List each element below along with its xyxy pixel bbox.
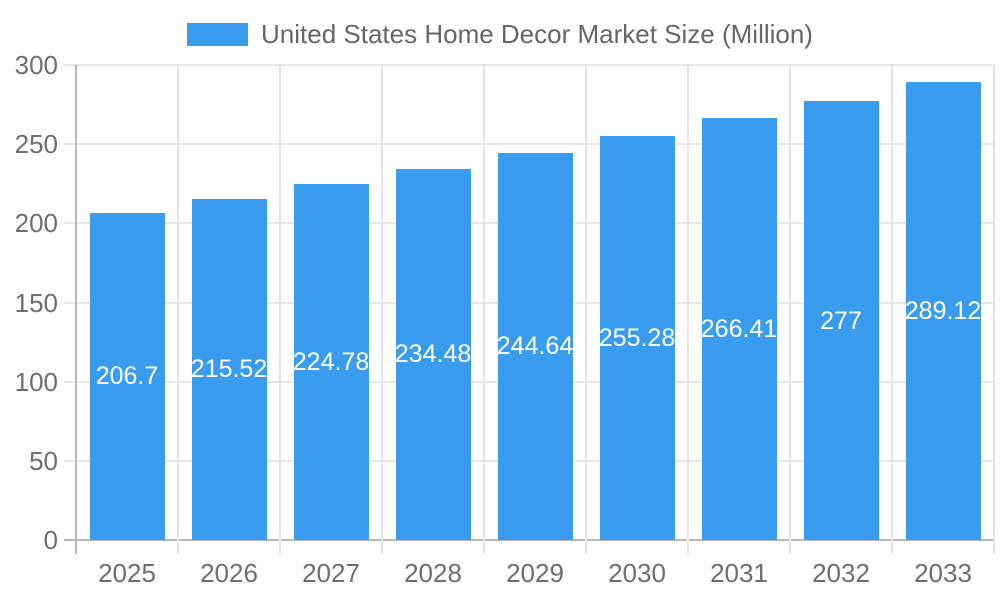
legend-item[interactable]: United States Home Decor Market Size (Mi… [0, 20, 1000, 48]
bar-2026[interactable]: 215.52 [190, 198, 268, 540]
bar-2029[interactable]: 244.64 [496, 152, 574, 540]
y-tick-label: 300 [14, 50, 58, 80]
legend-color-swatch [187, 22, 249, 46]
x-tick-label: 2032 [812, 558, 870, 588]
bar-value-label: 289.12 [904, 297, 982, 326]
gridline-v [993, 65, 995, 554]
bar-value-label: 266.41 [700, 315, 778, 344]
bar-2027[interactable]: 224.78 [292, 184, 370, 540]
x-axis-zero-line [64, 539, 994, 541]
bar-2031[interactable]: 266.41 [700, 118, 778, 540]
gridline-v [687, 65, 689, 554]
gridline-v [891, 65, 893, 554]
y-tick-label: 200 [14, 208, 58, 239]
x-tick-label: 2031 [710, 558, 768, 588]
bar-value-label: 234.48 [394, 340, 472, 369]
y-tick-label: 50 [29, 445, 58, 476]
bar-2028[interactable]: 234.48 [394, 168, 472, 540]
x-tick-label: 2027 [302, 558, 360, 588]
gridline-h [64, 64, 994, 66]
y-axis-zero-line [75, 65, 77, 554]
bar-value-label: 255.28 [598, 323, 676, 352]
y-tick-label: 0 [43, 525, 58, 555]
bar-value-label: 277 [820, 306, 862, 335]
bar-2032[interactable]: 277 [803, 101, 879, 540]
gridline-v [381, 65, 383, 554]
gridline-v [279, 65, 281, 554]
y-tick-label: 150 [14, 287, 58, 318]
gridline-h [64, 143, 994, 146]
gridline-v [789, 65, 791, 554]
bar-value-label: 215.52 [190, 355, 268, 384]
gridline-v [177, 65, 179, 554]
x-tick-label: 2026 [200, 558, 258, 588]
x-tick-label: 2030 [608, 558, 666, 588]
gridline-v [585, 65, 587, 554]
x-tick-label: 2025 [98, 558, 156, 588]
x-tick-label: 2033 [914, 558, 972, 588]
bar-2033[interactable]: 289.12 [904, 82, 982, 540]
y-tick-label: 100 [14, 366, 58, 397]
gridline-v [483, 65, 485, 554]
bar-2025[interactable]: 206.7 [89, 212, 165, 540]
bar-value-label: 224.78 [292, 348, 370, 377]
bar-value-label: 206.7 [95, 362, 159, 391]
x-tick-label: 2029 [506, 558, 564, 588]
bar-value-label: 244.64 [496, 332, 574, 361]
legend-label: United States Home Decor Market Size (Mi… [261, 19, 813, 49]
x-tick-label: 2028 [404, 558, 462, 588]
bar-2030[interactable]: 255.28 [598, 135, 676, 540]
y-tick-label: 250 [14, 129, 58, 160]
